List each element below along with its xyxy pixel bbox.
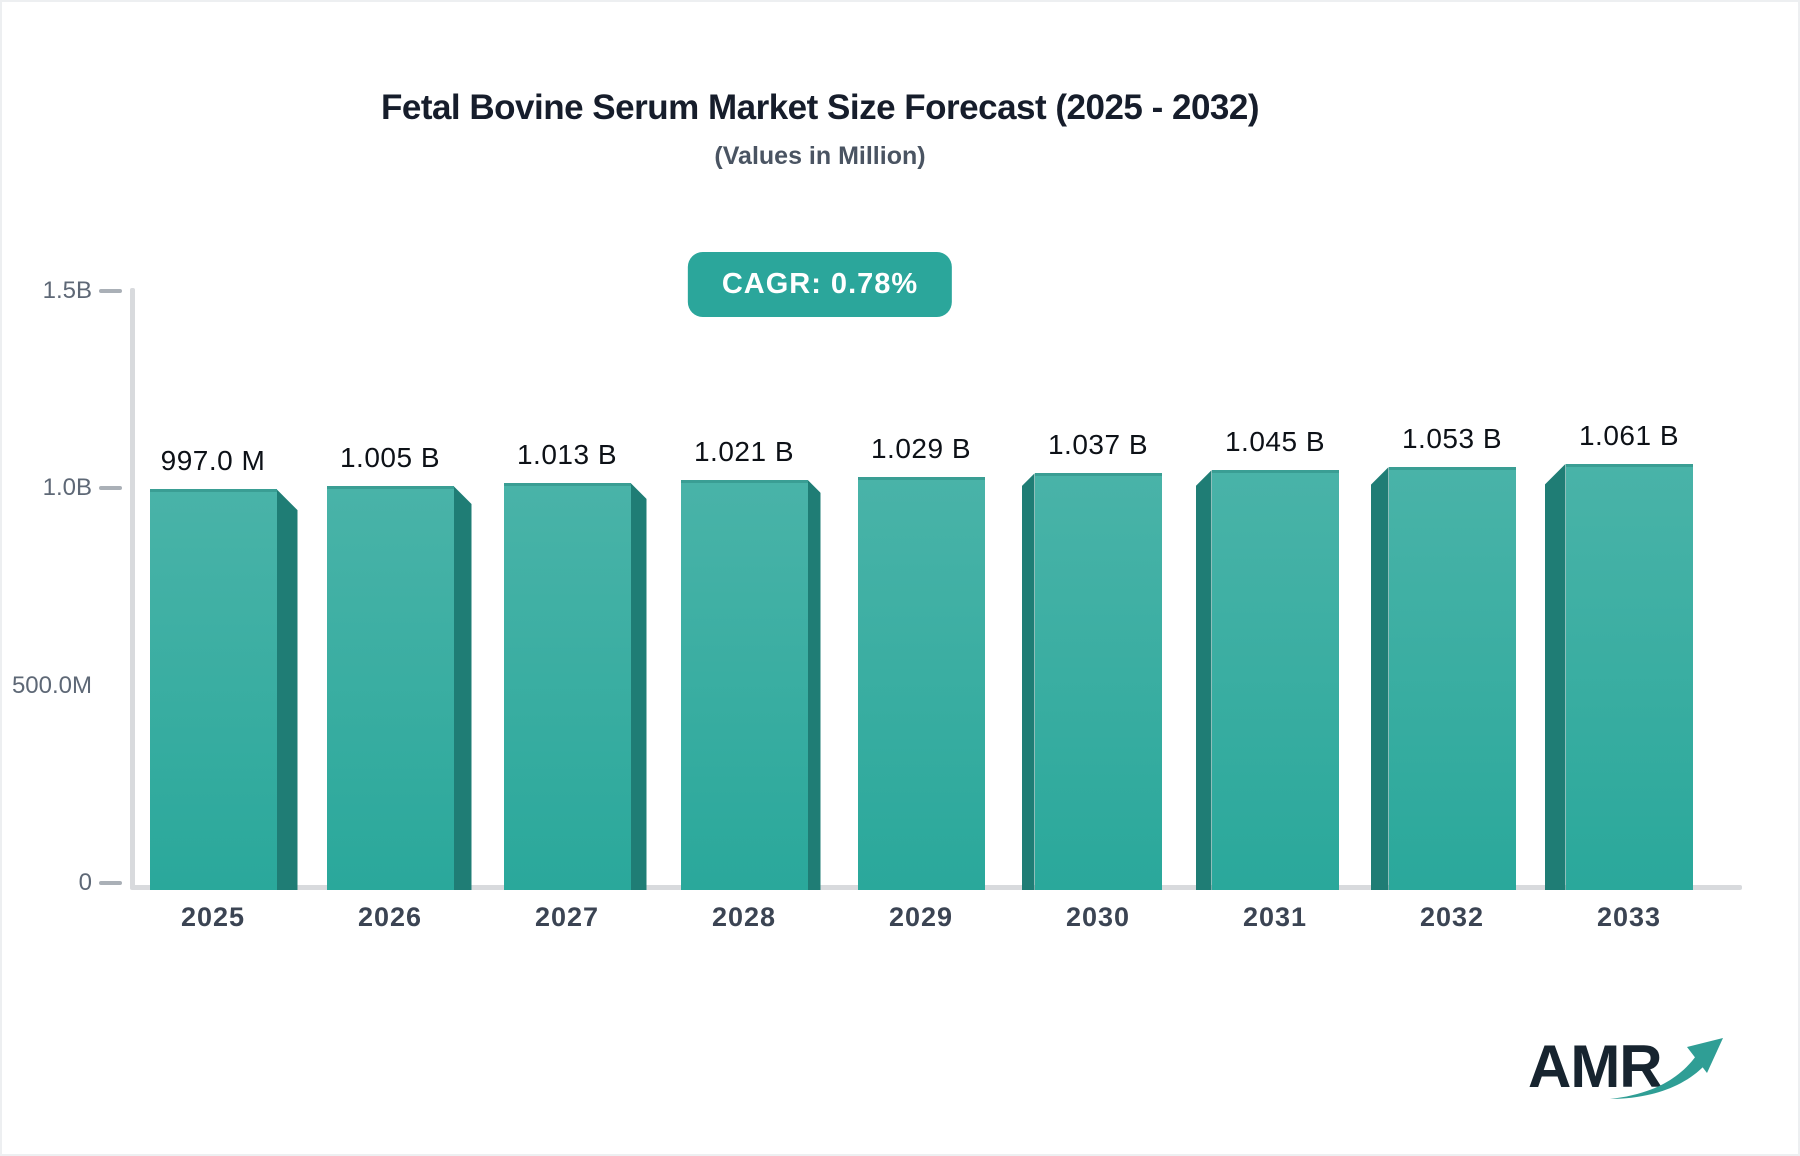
bar-face (326, 486, 454, 890)
x-tick-label: 2029 (888, 902, 954, 932)
y-tick-label: 0 (78, 869, 92, 896)
bar-side (1544, 463, 1566, 890)
x-tick-label: 2031 (1242, 902, 1308, 932)
bar-face (1565, 463, 1693, 890)
bar-face (857, 476, 985, 890)
bar-2027 (503, 482, 647, 890)
bar-face (503, 482, 631, 890)
bar-value-label: 997.0 M (160, 445, 266, 477)
x-tick-label: 2025 (180, 902, 246, 932)
bar-2032 (1370, 467, 1516, 890)
bar-2030 (1021, 473, 1162, 890)
brand-logo: AMR (1528, 1032, 1728, 1122)
bar-side (1195, 470, 1212, 890)
bar-value-label: 1.029 B (870, 432, 972, 464)
bar-side (453, 486, 472, 890)
bar-side (276, 489, 298, 890)
bar-2033 (1544, 463, 1693, 890)
cagr-badge: CAGR: 0.78% (687, 252, 953, 317)
bar-side (1021, 473, 1035, 890)
bar-value-label: 1.013 B (516, 438, 618, 470)
chart-subtitle: (Values in Million) (714, 142, 926, 170)
trend-up-arrow-icon (1610, 1038, 1723, 1099)
bar-side (807, 479, 821, 890)
bar-2025 (149, 489, 298, 890)
x-tick-label: 2032 (1419, 902, 1485, 932)
x-tick-label: 2030 (1065, 902, 1131, 932)
bar-2031 (1195, 470, 1339, 890)
bar-value-label: 1.061 B (1578, 419, 1680, 451)
bar-2029 (857, 476, 985, 890)
bar-value-label: 1.005 B (339, 442, 441, 474)
y-tick-label: 500.0M (11, 671, 92, 699)
x-tick-label: 2033 (1596, 902, 1662, 932)
bar-value-label: 1.037 B (1047, 429, 1149, 461)
bar-face (149, 489, 277, 890)
bar-2028 (680, 479, 821, 890)
bar-value-label: 1.053 B (1401, 423, 1503, 455)
y-tick-dash (99, 881, 122, 885)
bar-face (1211, 470, 1339, 890)
chart-header: Fetal Bovine Serum Market Size Forecast … (0, 88, 1640, 171)
y-tick-dash (99, 486, 122, 490)
y-tick-label: 1.0B (42, 474, 92, 501)
bar-2026 (326, 486, 472, 890)
bar-value-label: 1.045 B (1224, 426, 1326, 458)
x-tick-label: 2028 (711, 902, 777, 932)
bar-side (1370, 467, 1389, 890)
x-tick-label: 2027 (534, 902, 600, 932)
bar-side (630, 482, 647, 890)
chart-title: Fetal Bovine Serum Market Size Forecast … (380, 88, 1260, 127)
bar-face (680, 479, 808, 890)
y-tick-label: 1.5B (42, 276, 92, 304)
bar-face (1034, 473, 1162, 890)
x-tick-label: 2026 (357, 902, 423, 932)
y-axis-line (130, 288, 135, 888)
bar-face (1388, 467, 1516, 890)
bar-value-label: 1.021 B (693, 435, 795, 467)
y-tick-dash (99, 288, 122, 293)
brand-logo-text: AMR (1528, 1033, 1663, 1100)
